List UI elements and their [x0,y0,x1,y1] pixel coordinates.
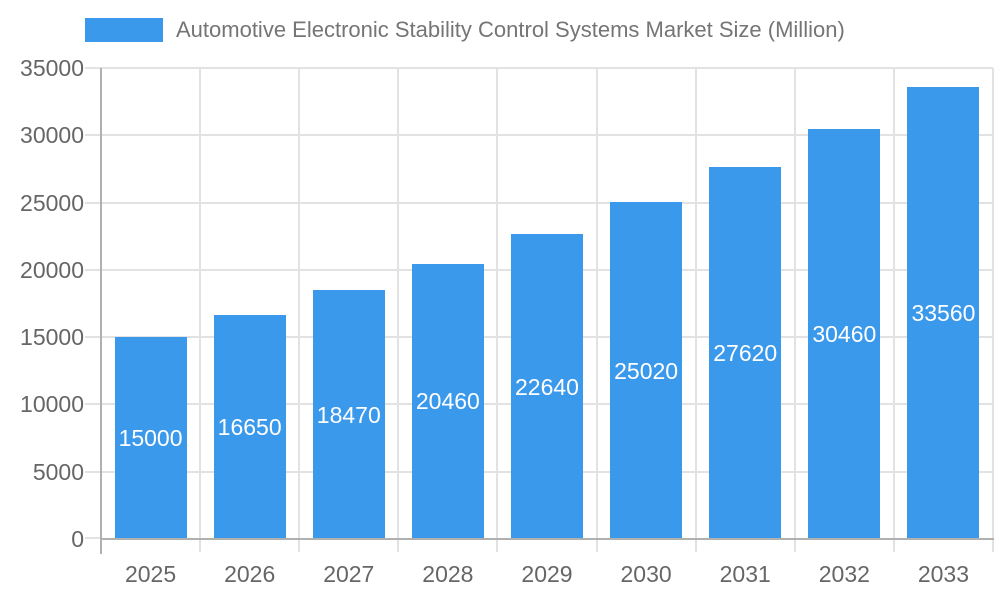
bar-value-label: 25020 [614,357,679,384]
grid-line-horizontal [85,201,993,204]
x-axis-category-label: 2031 [719,561,771,587]
grid-line-vertical [298,68,301,552]
grid-line-vertical [793,68,796,552]
y-axis-tick-label: 30000 [20,122,84,149]
bar [709,167,782,539]
bar-value-label: 22640 [515,373,579,400]
grid-line-vertical [892,68,895,552]
y-axis-line [100,68,102,554]
grid-line-vertical [199,68,202,552]
x-axis-category-label: 2027 [323,561,375,587]
bar [511,234,583,539]
bar [907,87,980,539]
bar-value-label: 16650 [217,413,282,440]
x-axis-line [100,538,994,540]
bar-value-label: 18470 [316,401,381,428]
bar [312,290,385,539]
y-axis-tick-label: 5000 [32,458,84,485]
x-axis-category-label: 2033 [917,561,970,587]
legend-item[interactable]: Automotive Electronic Stability Control … [85,16,845,44]
grid-line-vertical [595,68,598,552]
bar [808,129,881,539]
y-axis-tick-label: 35000 [20,55,84,81]
y-axis-tick-label: 20000 [20,256,84,283]
bar [213,314,286,539]
legend-swatch [85,18,163,42]
bar-value-label: 30460 [812,321,877,348]
bar-value-label: 27620 [713,340,778,367]
bar-value-label: 33560 [911,300,976,327]
grid-line-horizontal [85,67,993,69]
y-axis-tick-label: 25000 [20,189,84,216]
y-axis-tick-label: 0 [71,526,84,552]
grid-line-vertical [496,68,499,552]
x-axis-category-label: 2030 [620,561,672,587]
x-axis-category-label: 2032 [818,561,870,587]
x-axis-category-label: 2026 [224,561,276,587]
bar-value-label: 20460 [415,388,480,415]
grid-line-horizontal [85,134,993,137]
y-axis-tick-label: 15000 [20,324,84,351]
plot-area: 0 5000 10000 15000 20000 25000 30000 35000 15000… [20,55,994,587]
grid-line-vertical [694,68,697,552]
x-axis-category-label: 2029 [521,561,573,587]
y-axis-tick-label: 10000 [20,391,84,418]
x-axis-category-label: 2025 [124,561,177,587]
bar [411,263,484,539]
grid-line-vertical [397,68,400,552]
y-axis-tick [85,537,101,539]
bar-value-label: 15000 [118,425,183,452]
bar [114,337,187,539]
bar [610,202,683,539]
x-axis-category-label: 2028 [422,561,474,587]
legend-label: Automotive Electronic Stability Control … [176,17,845,42]
grid-line-vertical [992,68,994,552]
